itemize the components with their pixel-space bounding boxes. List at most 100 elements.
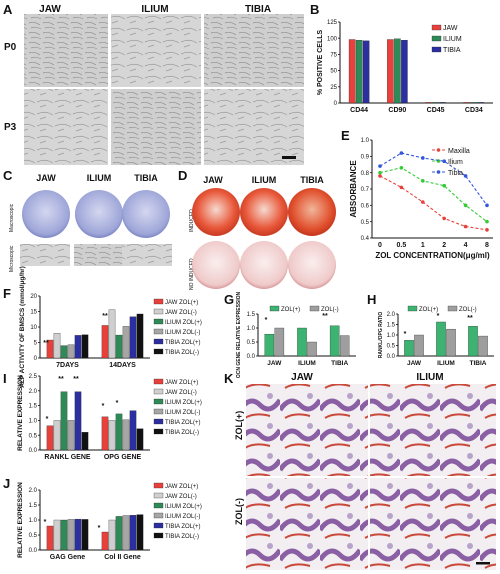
y-tick-label: 1.0 (29, 518, 38, 524)
legend-swatch (153, 338, 164, 345)
panel-d: D JAW ILIUM TIBIA INDUCED NO INDUCED (178, 168, 336, 290)
data-point (485, 203, 489, 208)
data-point (378, 174, 382, 178)
panel-label-i: I (3, 371, 7, 386)
legend-swatch (407, 305, 418, 312)
legend-swatch (153, 398, 164, 405)
x-tick-label: 1 (421, 242, 425, 249)
y-tick-label: 0.0 (387, 354, 396, 360)
bar (362, 40, 370, 104)
data-point (378, 170, 382, 175)
panel-k-row-zol-neg: ZOL(-) (234, 498, 244, 525)
legend-label: ZOL(-) (321, 307, 339, 313)
legend-label: Tibia (448, 170, 463, 177)
x-tick-label: ILIUM (298, 360, 316, 367)
legend-label: ZOL(+) (281, 307, 300, 313)
chart-e: 0.4 0.5 0.6 0.7 0.8 0.9 1.0 0 0.5 1 2 4 8 Maxilla Iliu… (349, 138, 493, 260)
x-tick-label: TIBIA (470, 360, 487, 367)
panel-k-row-zol-pos: ZOL(+) (234, 411, 244, 440)
legend-swatch (309, 305, 320, 312)
x-tick-label: 14DAYS (109, 362, 136, 369)
bar (46, 525, 54, 551)
panel-d-col-jaw: JAW (203, 175, 223, 185)
plate-c-jaw (22, 190, 70, 238)
y-tick-label: 0 (34, 356, 38, 362)
legend-label: TIBIA ZOL(+) (165, 524, 201, 530)
significance-marker: * (437, 313, 440, 320)
legend-label: TIBIA (443, 47, 461, 54)
bar (46, 339, 54, 359)
chart-j: 0.0 0.5 1.0 1.5 2.0 GAG Gene Col II Gene RELATI… (17, 482, 202, 561)
data-point (442, 183, 447, 188)
legend-label: ILIUM ZOL(-) (165, 410, 200, 416)
bar (67, 420, 75, 451)
x-tick-label: 7DAYS (56, 362, 79, 369)
significance-marker: ** (58, 376, 64, 383)
significance-marker: * (116, 400, 119, 407)
y-tick-label: 100 (327, 36, 338, 42)
legend-swatch (431, 24, 442, 31)
y-tick-label: 0.4 (361, 236, 370, 242)
bar (101, 531, 109, 551)
legend-label: ILIUM ZOL(+) (165, 400, 202, 406)
bar (439, 102, 446, 104)
legend-label: TIBIA ZOL(-) (165, 430, 199, 436)
y-tick-label: 0.0 (247, 354, 256, 360)
legend-label: JAW ZOL(+) (165, 300, 198, 306)
legend-label: ILIUM ZOL(+) (165, 320, 202, 326)
y-tick-label: 20 (30, 294, 37, 300)
y-axis-label: % POSITIVE CELLS (317, 30, 324, 96)
bar (129, 515, 137, 551)
legend-label: ILIUM ZOL(+) (165, 504, 202, 510)
bar (129, 316, 137, 359)
micrograph-ilium-p3 (111, 89, 201, 165)
panel-label-f: F (3, 286, 11, 301)
legend-label: JAW ZOL(+) (165, 484, 198, 490)
legend-label: Maxilla (448, 148, 470, 155)
legend-marker (436, 170, 441, 174)
x-tick-label: CD44 (350, 107, 368, 114)
panel-label-e: E (341, 128, 350, 143)
plate-d-tibia-induced (288, 188, 336, 236)
y-tick-label: 0.6 (361, 203, 370, 209)
series-line (379, 175, 488, 231)
data-point (485, 228, 489, 232)
y-tick-label: 0.0 (29, 448, 38, 454)
panel-c: C JAW ILIUM TIBIA Macroscopic Microscopi… (3, 168, 172, 272)
bar (122, 326, 130, 359)
chart-h: 0.0 0.5 1.0 1.5 2.0 JAW ILIUM TIBIA RANKL/OPG RA… (378, 305, 494, 367)
x-tick-label: TIBIA (331, 360, 348, 367)
bar (463, 102, 471, 104)
bar (297, 327, 307, 357)
y-tick-label: 1.5 (387, 323, 396, 329)
bar (108, 309, 116, 359)
bar (401, 39, 408, 104)
panel-a: A JAW ILIUM TIBIA P0 P3 (3, 2, 304, 165)
scale-bar (282, 156, 296, 159)
y-tick-label: 1.0 (247, 326, 256, 332)
legend-swatch (153, 348, 164, 355)
panel-label-d: D (178, 168, 187, 183)
legend-label: ZOL(-) (459, 307, 477, 313)
y-tick-label: 1.0 (361, 138, 370, 144)
panel-a-col-ilium: ILIUM (141, 4, 168, 15)
bar (136, 313, 144, 359)
bar (122, 419, 130, 451)
panel-label-k: K (224, 371, 234, 386)
bar (108, 519, 116, 551)
data-point (378, 164, 382, 168)
bar (355, 39, 363, 104)
y-axis-label: OCN GENE RELATIVE EXPRESSION (236, 291, 242, 378)
bar (122, 515, 130, 551)
y-tick-label: 0.8 (361, 171, 370, 177)
legend-swatch (153, 378, 164, 385)
panel-d-col-tibia: TIBIA (300, 175, 324, 185)
chart-b: 0 25 50 75 100 125 CD44 CD90 CD45 CD34 % POSITIVE … (317, 20, 493, 114)
y-tick-label: 2.0 (29, 488, 38, 494)
legend-swatch (269, 305, 280, 312)
x-tick-label: GAG Gene (50, 554, 86, 561)
significance-marker: ** (43, 340, 49, 347)
significance-marker: * (46, 416, 49, 423)
legend-label: ILIUM (443, 36, 462, 43)
